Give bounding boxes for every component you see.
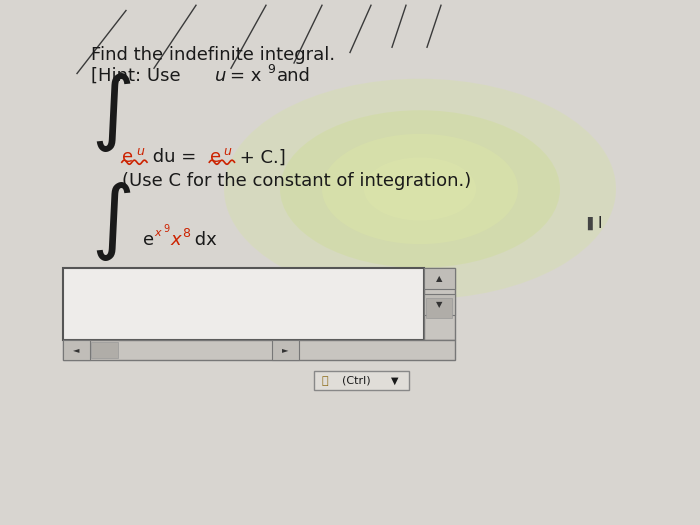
- Bar: [272, 340, 299, 360]
- Bar: [91, 342, 118, 358]
- Text: = x: = x: [230, 67, 261, 85]
- FancyBboxPatch shape: [314, 371, 409, 390]
- Text: e: e: [122, 149, 134, 166]
- Text: u: u: [136, 145, 144, 158]
- Text: ◄: ◄: [73, 345, 80, 354]
- Text: 9: 9: [267, 63, 275, 76]
- Text: ▲: ▲: [436, 274, 442, 283]
- Ellipse shape: [322, 134, 518, 244]
- Text: e: e: [210, 149, 221, 166]
- Ellipse shape: [364, 158, 476, 220]
- Bar: [426, 298, 452, 318]
- Text: I: I: [598, 216, 602, 230]
- Text: 9: 9: [164, 224, 170, 234]
- Text: ►: ►: [282, 345, 288, 354]
- Text: ▌: ▌: [587, 216, 596, 230]
- Bar: [424, 268, 455, 289]
- Text: (Ctrl): (Ctrl): [342, 375, 371, 386]
- Bar: [424, 294, 455, 315]
- Text: 🗒: 🗒: [321, 375, 328, 386]
- Bar: [63, 268, 424, 340]
- Text: x: x: [155, 227, 161, 238]
- Text: $\int$: $\int$: [91, 181, 132, 262]
- Text: $u$: $u$: [214, 67, 226, 85]
- Text: $\int$: $\int$: [91, 72, 132, 154]
- Text: + C.]: + C.]: [234, 149, 286, 166]
- Text: [Hint: Use: [Hint: Use: [91, 67, 186, 85]
- Text: (Use C for the constant of integration.): (Use C for the constant of integration.): [122, 172, 472, 190]
- Text: and: and: [276, 67, 310, 85]
- Ellipse shape: [280, 110, 560, 268]
- Text: du =: du =: [147, 149, 202, 166]
- Text: x: x: [171, 231, 181, 249]
- Text: dx: dx: [189, 231, 217, 249]
- Text: ▼: ▼: [436, 300, 442, 309]
- Bar: [63, 340, 90, 360]
- Text: 8: 8: [182, 227, 190, 239]
- Bar: [424, 268, 455, 340]
- Ellipse shape: [224, 79, 616, 299]
- Bar: [63, 340, 455, 360]
- Text: e: e: [144, 231, 155, 249]
- Text: Find the indefinite integral.: Find the indefinite integral.: [91, 46, 335, 64]
- Text: ▼: ▼: [391, 375, 398, 386]
- Text: u: u: [223, 145, 231, 158]
